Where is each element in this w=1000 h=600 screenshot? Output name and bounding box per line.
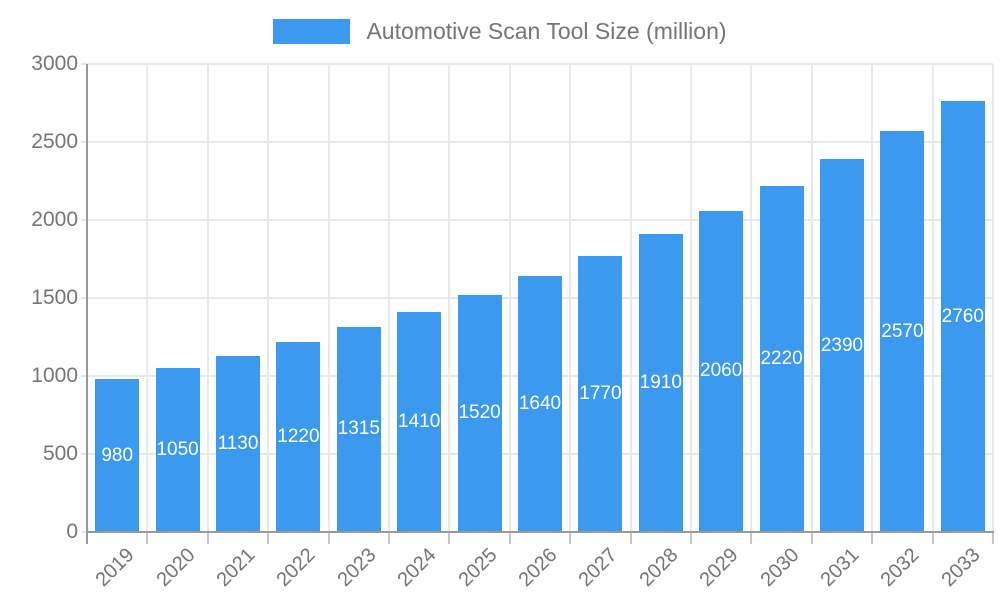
gridline-x-12 — [810, 64, 813, 532]
x-axis-label-2023: 2023 — [333, 544, 381, 592]
bar-2023[interactable] — [336, 326, 381, 532]
y-axis-label-1500: 1500 — [31, 286, 78, 309]
x-tick-12 — [810, 532, 813, 544]
x-tick-8 — [569, 532, 572, 544]
x-tick-9 — [629, 532, 632, 544]
y-tick-3000 — [81, 63, 87, 65]
gridline-y-2500 — [87, 141, 993, 143]
bar-2019[interactable] — [95, 379, 140, 532]
bar-2033[interactable] — [940, 101, 985, 532]
legend: Automotive Scan Tool Size (million) — [0, 18, 1000, 45]
x-tick-4 — [327, 532, 330, 544]
gridline-x-6 — [448, 64, 451, 532]
x-axis-label-2028: 2028 — [635, 544, 683, 592]
gridline-x-11 — [750, 64, 753, 532]
y-tick-1000 — [81, 375, 87, 377]
x-axis-label-2021: 2021 — [212, 544, 260, 592]
y-tick-2000 — [81, 219, 87, 221]
legend-swatch — [273, 19, 351, 44]
gridline-y-2000 — [87, 219, 993, 221]
x-tick-1 — [146, 532, 149, 544]
y-axis-label-500: 500 — [42, 442, 78, 465]
gridline-x-13 — [871, 64, 874, 532]
x-axis-label-2022: 2022 — [272, 544, 320, 592]
x-axis-label-2033: 2033 — [937, 544, 985, 592]
gridline-x-8 — [569, 64, 572, 532]
bar-2025[interactable] — [457, 294, 502, 532]
y-axis-label-2000: 2000 — [31, 208, 78, 231]
gridline-x-9 — [629, 64, 632, 532]
bar-2031[interactable] — [820, 159, 864, 532]
gridline-x-14 — [931, 64, 934, 532]
gridline-x-5 — [388, 64, 390, 532]
x-axis-line — [86, 531, 994, 533]
bar-2021[interactable] — [216, 355, 260, 532]
bar-2022[interactable] — [276, 341, 321, 532]
y-tick-0 — [81, 531, 87, 533]
x-tick-15 — [992, 532, 994, 544]
gridline-x-2 — [206, 64, 209, 532]
x-tick-6 — [448, 532, 451, 544]
y-axis-label-1000: 1000 — [31, 364, 78, 387]
y-axis-line — [86, 64, 88, 544]
legend-label: Automotive Scan Tool Size (million) — [366, 18, 727, 44]
gridline-x-3 — [267, 64, 270, 532]
x-axis-label-2032: 2032 — [876, 544, 924, 592]
bar-2027[interactable] — [578, 255, 623, 532]
x-axis-label-2026: 2026 — [514, 544, 562, 592]
gridline-x-10 — [690, 64, 692, 532]
x-tick-14 — [931, 532, 934, 544]
x-tick-13 — [871, 532, 874, 544]
x-axis-label-2030: 2030 — [756, 544, 804, 592]
gridline-x-7 — [508, 64, 511, 532]
x-tick-3 — [267, 532, 270, 544]
bar-2030[interactable] — [759, 185, 804, 532]
y-axis-label-0: 0 — [66, 520, 78, 543]
y-tick-1500 — [81, 297, 87, 299]
gridline-x-4 — [327, 64, 330, 532]
y-tick-500 — [81, 453, 87, 455]
x-tick-11 — [750, 532, 753, 544]
bar-2024[interactable] — [397, 312, 442, 532]
y-tick-2500 — [81, 141, 87, 143]
gridline-x-15 — [992, 64, 994, 532]
bar-2026[interactable] — [518, 276, 562, 532]
x-axis-label-2019: 2019 — [91, 544, 139, 592]
x-tick-7 — [508, 532, 511, 544]
x-axis-label-2029: 2029 — [695, 544, 743, 592]
x-axis-label-2031: 2031 — [816, 544, 864, 592]
y-axis-label-2500: 2500 — [31, 130, 78, 153]
x-axis-label-2025: 2025 — [454, 544, 502, 592]
x-axis-label-2020: 2020 — [152, 544, 200, 592]
gridline-y-3000 — [87, 63, 993, 65]
bar-2020[interactable] — [155, 368, 200, 532]
bar-2029[interactable] — [699, 210, 744, 532]
x-tick-5 — [388, 532, 390, 544]
x-tick-10 — [690, 532, 692, 544]
bar-2028[interactable] — [638, 234, 683, 532]
x-tick-2 — [206, 532, 209, 544]
gridline-x-1 — [146, 64, 149, 532]
bar-2032[interactable] — [880, 131, 925, 532]
y-axis-label-3000: 3000 — [31, 52, 78, 75]
x-axis-label-2024: 2024 — [393, 544, 441, 592]
x-axis-label-2027: 2027 — [574, 544, 622, 592]
